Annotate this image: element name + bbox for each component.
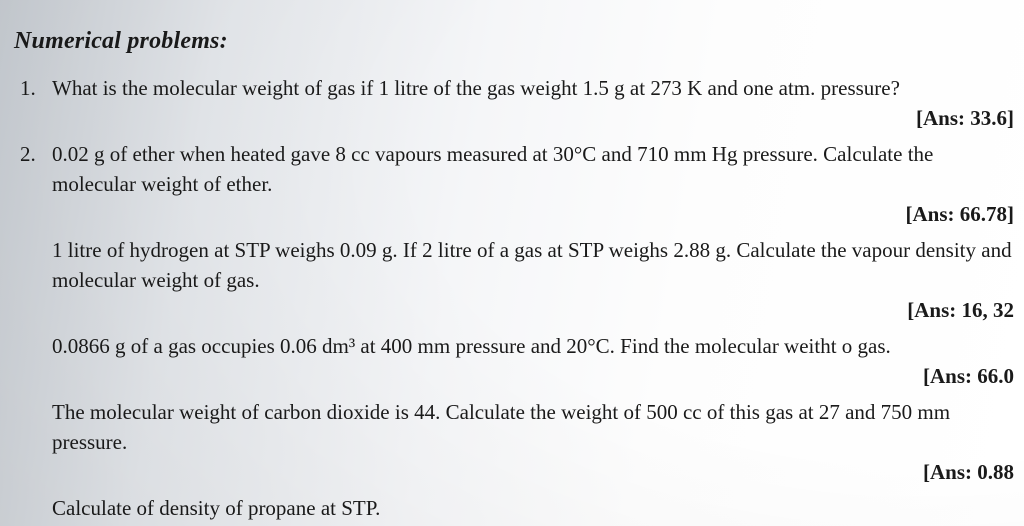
- problem-item: 2. 0.02 g of ether when heated gave 8 cc…: [18, 139, 1024, 229]
- problem-question: 0.02 g of ether when heated gave 8 cc va…: [52, 139, 1020, 199]
- problem-body: 0.02 g of ether when heated gave 8 cc va…: [52, 139, 1024, 229]
- problem-body: The molecular weight of carbon dioxide i…: [52, 397, 1024, 487]
- problem-question: 0.0866 g of a gas occupies 0.06 dm³ at 4…: [52, 331, 1020, 361]
- problem-question: The molecular weight of carbon dioxide i…: [52, 397, 1020, 457]
- problem-number: 1.: [18, 73, 52, 103]
- problem-question: 1 litre of hydrogen at STP weighs 0.09 g…: [52, 235, 1020, 295]
- problem-item: 1. What is the molecular weight of gas i…: [18, 73, 1024, 133]
- problem-question: Calculate of density of propane at STP.: [52, 493, 1020, 523]
- problem-body: 0.0866 g of a gas occupies 0.06 dm³ at 4…: [52, 331, 1024, 391]
- problem-number: 2.: [18, 139, 52, 169]
- problem-item: 0.0866 g of a gas occupies 0.06 dm³ at 4…: [18, 331, 1024, 391]
- problem-answer: [Ans: 66.0: [52, 361, 1020, 391]
- problem-body: 1 litre of hydrogen at STP weighs 0.09 g…: [52, 235, 1024, 325]
- problem-answer: [Ans: 66.78]: [52, 199, 1020, 229]
- problem-answer: [Ans: 16, 32: [52, 295, 1020, 325]
- problem-body: What is the molecular weight of gas if 1…: [52, 73, 1024, 133]
- problem-question: What is the molecular weight of gas if 1…: [52, 73, 1020, 103]
- problem-body: Calculate of density of propane at STP. …: [52, 493, 1024, 526]
- problem-answer: [Ans: 33.6]: [52, 103, 1020, 133]
- problem-item: 1 litre of hydrogen at STP weighs 0.09 g…: [18, 235, 1024, 325]
- problem-item: The molecular weight of carbon dioxide i…: [18, 397, 1024, 487]
- problem-list: 1. What is the molecular weight of gas i…: [14, 73, 1024, 526]
- problem-answer: [Ans: 0.88: [52, 457, 1020, 487]
- problem-item: Calculate of density of propane at STP. …: [18, 493, 1024, 526]
- section-heading: Numerical problems:: [14, 28, 1024, 55]
